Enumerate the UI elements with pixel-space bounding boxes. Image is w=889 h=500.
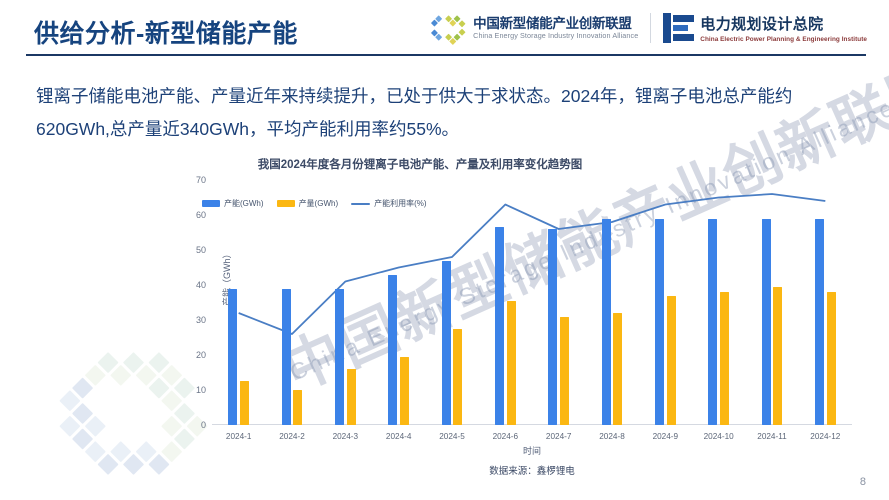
chart-bar — [335, 288, 345, 425]
chart-bar — [228, 288, 238, 425]
x-axis-name: 时间 — [522, 446, 541, 456]
logo-cesa: 中国新型储能产业创新联盟 China Energy Storage Indust… — [430, 11, 639, 46]
y-axis-tick: 40 — [195, 280, 206, 290]
legend-label: 产能利用率(%) — [374, 199, 427, 208]
chart-bar — [495, 227, 505, 425]
chart-bar — [239, 381, 249, 425]
x-axis-tick: 2024-9 — [652, 432, 679, 441]
logo-cepp-en: China Electric Power Planning & Engineer… — [700, 36, 867, 43]
x-axis-tick: 2024-7 — [545, 432, 572, 441]
legend-label: 产能(GWh) — [224, 199, 264, 208]
chart-plot-area: 产能（GWh） 0 10 20 30 40 50 60 70 2024-1 2024-2 2024-… — [196, 175, 852, 441]
chart-container: 我国2024年度各月份锂离子电池产能、产量及利用率变化趋势图 产能(GWh) 产量… — [150, 156, 889, 486]
title-divider — [26, 54, 866, 56]
y-axis-tick: 0 — [200, 420, 206, 430]
y-axis-tick: 60 — [195, 210, 206, 220]
chart-bar — [399, 356, 409, 425]
legend-swatch-icon — [276, 200, 295, 207]
x-axis-tick: 2024-11 — [757, 432, 787, 441]
x-axis-tick: 2024-8 — [599, 432, 625, 441]
chart-bar — [548, 229, 558, 425]
chart-legend: 产能(GWh) 产量(GWh) 产能利用率(%) — [202, 198, 427, 209]
chart-bar — [613, 313, 623, 425]
y-axis-tick: 50 — [195, 245, 206, 255]
chart-bar — [281, 288, 291, 425]
logo-cesa-en: China Energy Storage Industry Innovation… — [473, 30, 639, 40]
y-axis-tick: 70 — [195, 175, 206, 185]
chart-bar — [719, 292, 729, 425]
x-axis-tick: 2024-6 — [492, 432, 519, 441]
logo-cepp-cn: 电力规划设计总院 — [700, 16, 824, 33]
utilization-trend-line — [212, 180, 852, 425]
x-axis-tick: 2024-4 — [385, 432, 412, 441]
chart-bar — [773, 286, 783, 425]
x-axis-tick: 2024-5 — [439, 432, 465, 441]
chart-bar — [761, 218, 771, 425]
page-number: 8 — [859, 476, 866, 488]
legend-item[interactable]: 产能(GWh) — [202, 198, 264, 209]
y-axis-tick: 20 — [195, 350, 206, 360]
chart-bar — [666, 295, 676, 425]
logo-cepp-text: 电力规划设计总院 China Electric Power Planning &… — [700, 13, 867, 43]
x-axis-tick: 2024-1 — [225, 432, 252, 441]
x-axis-tick: 2024-3 — [332, 432, 359, 441]
logo-cesa-text: 中国新型储能产业创新联盟 China Energy Storage Indust… — [473, 15, 639, 40]
chart-bar — [815, 218, 825, 425]
chart-bar — [559, 316, 569, 425]
chart-bar — [655, 218, 665, 425]
x-axis-tick: 2024-2 — [279, 432, 305, 441]
chart-bar — [453, 328, 463, 425]
mosaic-infinity-icon — [426, 4, 474, 52]
chart-bar — [708, 218, 718, 425]
chart-bar — [293, 390, 303, 425]
y-axis-tick: 30 — [195, 315, 206, 325]
logo-cesa-cn: 中国新型储能产业创新联盟 — [473, 15, 632, 31]
cepp-bars-icon — [663, 13, 695, 43]
chart-title: 我国2024年度各月份锂离子电池产能、产量及利用率变化趋势图 — [257, 159, 583, 171]
chart-bar — [506, 300, 516, 425]
x-axis-line — [212, 424, 852, 425]
x-axis-tick: 2024-10 — [703, 432, 734, 441]
logo-divider — [650, 13, 652, 43]
slide-header: 供给分析-新型储能产能 中国新型储能产业创新联盟 China Energy St… — [0, 0, 889, 62]
chart-source-note: 数据来源：鑫椤锂电 — [489, 466, 575, 477]
x-axis-tick: 2024-12 — [810, 432, 841, 441]
chart-bar — [441, 260, 451, 425]
page-title: 供给分析-新型储能产能 — [34, 20, 298, 48]
chart-bar — [826, 292, 836, 425]
legend-label: 产量(GWh) — [298, 199, 339, 208]
chart-bar — [601, 218, 611, 425]
legend-swatch-icon — [351, 202, 371, 205]
chart-bar — [346, 369, 356, 425]
legend-item[interactable]: 产量(GWh) — [276, 198, 339, 209]
legend-item[interactable]: 产能利用率(%) — [351, 198, 427, 209]
y-axis-tick: 10 — [195, 385, 206, 395]
logo-group: 中国新型储能产业创新联盟 China Energy Storage Indust… — [430, 11, 867, 46]
legend-swatch-icon — [202, 200, 220, 207]
chart-bar — [388, 274, 398, 425]
body-paragraph: 锂离子储能电池产能、产量近年来持续提升，已处于供大于求状态。2024年，锂离子电… — [36, 86, 793, 139]
logo-cepp: 电力规划设计总院 China Electric Power Planning &… — [663, 13, 867, 43]
